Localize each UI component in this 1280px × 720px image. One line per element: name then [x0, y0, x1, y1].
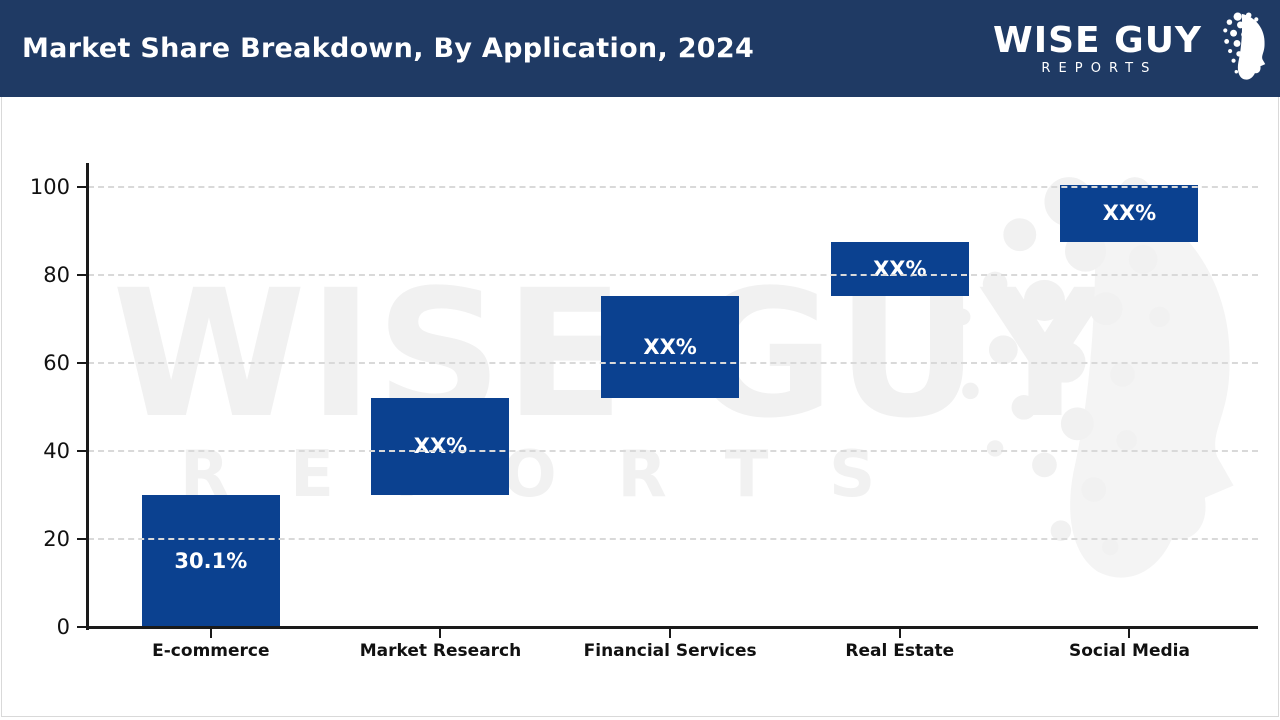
y-tick [77, 274, 88, 276]
y-tick-label: 100 [29, 175, 70, 199]
y-tick [77, 538, 88, 540]
x-category-label: Real Estate [845, 641, 955, 661]
bar-value-label: 30.1% [174, 548, 248, 573]
chart-title: Market Share Breakdown, By Application, … [22, 33, 755, 64]
y-tick [77, 450, 88, 452]
y-tick [77, 626, 88, 628]
x-tick [209, 628, 212, 638]
wiseguy-logo: WISE GUY REPORTS [993, 6, 1268, 92]
y-tick-label: 40 [43, 439, 70, 463]
grid-line-80 [88, 274, 1258, 276]
x-tick [1128, 628, 1131, 638]
y-tick-label: 60 [43, 351, 70, 375]
x-tick [669, 628, 672, 638]
bar-market-research: XX% [371, 398, 510, 495]
y-axis-line [86, 163, 89, 630]
x-category-label: Market Research [359, 641, 522, 661]
logo-line2: REPORTS [1041, 61, 1158, 77]
header-bar: Market Share Breakdown, By Application, … [0, 0, 1280, 97]
logo-head-icon [1223, 12, 1266, 80]
x-tick [439, 628, 442, 638]
logo-line1: WISE GUY [992, 19, 1202, 61]
bar-social-media: XX% [1060, 185, 1199, 242]
x-category-label: Financial Services [583, 641, 757, 661]
logo-wordmark: WISE GUY REPORTS [992, 19, 1202, 77]
grid-line-40 [88, 450, 1258, 452]
grid-line-60 [88, 362, 1258, 364]
bar-real-estate: XX% [830, 241, 969, 297]
y-tick [77, 186, 88, 188]
bar-financial-services: XX% [601, 296, 740, 399]
bar-value-label: XX% [413, 434, 468, 459]
bar-value-label: XX% [643, 335, 697, 360]
x-category-label: E-commerce [152, 641, 270, 661]
bar-value-label: XX% [873, 256, 927, 281]
y-tick-label: 0 [56, 615, 70, 639]
grid-line-100 [88, 186, 1258, 188]
y-tick [77, 362, 88, 364]
x-tick [898, 628, 901, 638]
bar-e-commerce: 30.1% [141, 494, 280, 627]
x-axis-line [86, 626, 1258, 629]
y-tick-label: 80 [43, 263, 70, 287]
y-tick-label: 20 [43, 527, 70, 551]
grid-line-20 [88, 538, 1258, 540]
bar-value-label: XX% [1102, 201, 1157, 226]
x-category-label: Social Media [1068, 641, 1190, 661]
